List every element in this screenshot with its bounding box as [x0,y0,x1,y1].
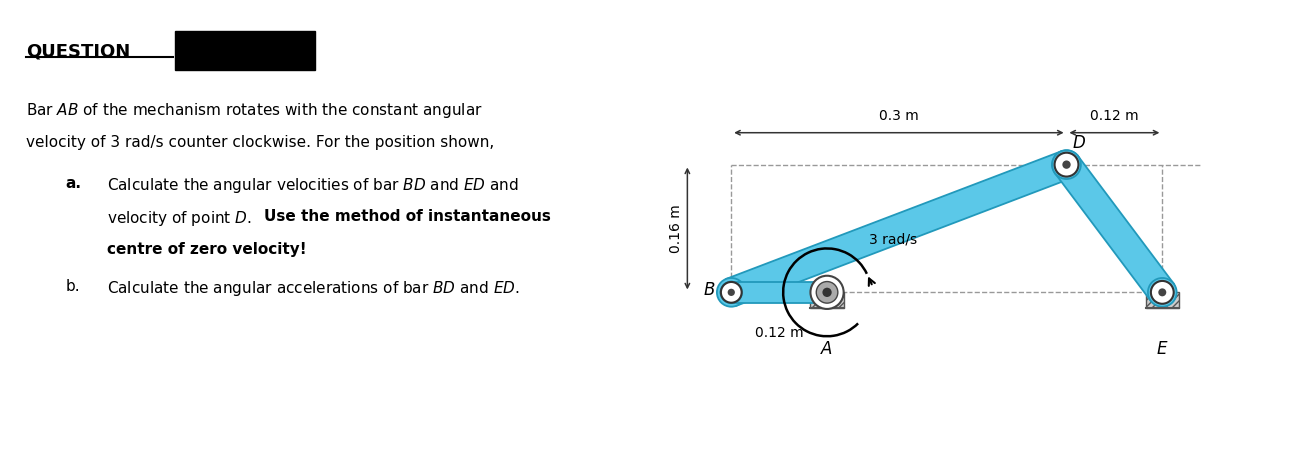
Circle shape [817,282,837,303]
Circle shape [1053,150,1081,179]
Text: 0.16 m: 0.16 m [670,204,684,253]
Circle shape [1151,281,1174,304]
Text: A: A [822,340,833,358]
Text: Calculate the angular accelerations of bar $BD$ and $ED$.: Calculate the angular accelerations of b… [107,279,520,298]
Text: E: E [1157,340,1167,358]
Polygon shape [731,282,827,303]
Text: 3 rad/s: 3 rad/s [868,232,917,246]
Circle shape [823,288,832,297]
Circle shape [1054,153,1078,176]
Circle shape [721,282,742,303]
Bar [1146,292,1179,308]
Circle shape [1158,288,1166,296]
Text: Use the method of instantaneous: Use the method of instantaneous [264,209,551,224]
Circle shape [1148,278,1176,307]
Bar [810,292,844,308]
Text: b.: b. [66,279,80,294]
Text: velocity of point $D$.: velocity of point $D$. [107,209,254,228]
FancyBboxPatch shape [174,31,315,70]
Text: centre of zero velocity!: centre of zero velocity! [107,242,307,256]
Circle shape [1063,160,1071,169]
Text: a.: a. [66,176,81,191]
Text: 0.12 m: 0.12 m [1090,109,1139,123]
Circle shape [717,278,746,307]
Polygon shape [1055,156,1174,301]
Polygon shape [726,151,1072,306]
Text: QUESTION: QUESTION [26,43,130,61]
Text: Calculate the angular velocities of bar $BD$ and $ED$ and: Calculate the angular velocities of bar … [107,176,520,195]
Text: B: B [704,281,715,299]
Circle shape [817,282,837,303]
Circle shape [728,289,735,296]
Text: Bar $AB$ of the mechanism rotates with the constant angular: Bar $AB$ of the mechanism rotates with t… [26,101,482,120]
Circle shape [721,282,742,303]
Text: velocity of 3 rad/s counter clockwise. For the position shown,: velocity of 3 rad/s counter clockwise. F… [26,135,494,150]
Circle shape [1053,150,1081,179]
Circle shape [810,276,844,309]
Text: 0.12 m: 0.12 m [755,326,804,340]
Text: 0.3 m: 0.3 m [878,109,918,123]
Text: D: D [1073,134,1086,152]
